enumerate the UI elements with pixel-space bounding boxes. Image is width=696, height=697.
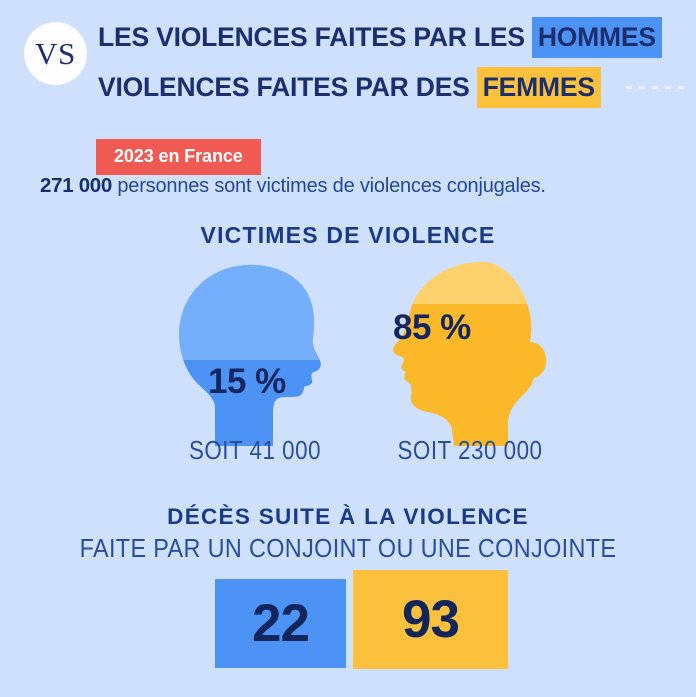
- intro-statistic-number: 271 000: [40, 174, 113, 197]
- male-victim-block: 15 % SOIT 41 000: [150, 258, 360, 463]
- male-percent-label: 15 %: [208, 362, 286, 401]
- headline-women-highlight: FEMMES: [476, 66, 601, 109]
- victims-charts: 15 % SOIT 41 000 85 %: [0, 258, 696, 478]
- deaths-section-subtitle: FAITE PAR UN CONJOINT OU UNE CONJOINTE: [79, 533, 617, 563]
- headline-women-prefix: VIOLENCES FAITES PAR DES: [98, 72, 470, 103]
- vs-badge-label: VS: [35, 36, 76, 71]
- headline-row-women: VIOLENCES FAITES PAR DES FEMMES: [98, 66, 678, 109]
- headline: LES VIOLENCES FAITES PAR LES HOMMES VIOL…: [98, 16, 678, 118]
- female-head-icon: [393, 261, 547, 446]
- vs-badge: VS: [24, 22, 87, 85]
- female-victim-block: 85 % SOIT 230 000: [365, 258, 575, 463]
- headline-men-highlight: HOMMES: [531, 16, 662, 59]
- male-head-icon: [179, 264, 321, 446]
- deaths-women-value-box: 93: [353, 570, 508, 669]
- victims-section-title: VICTIMES DE VIOLENCE: [200, 222, 496, 248]
- headline-row-men: LES VIOLENCES FAITES PAR LES HOMMES: [98, 16, 678, 59]
- intro-statistic-text: personnes sont victimes de violences con…: [112, 175, 546, 197]
- male-head-chart: 15 %: [150, 258, 360, 448]
- dashed-divider-icon: [626, 86, 688, 89]
- headline-men-prefix: LES VIOLENCES FAITES PAR LES: [98, 22, 525, 53]
- deaths-men-value-box: 22: [215, 579, 346, 668]
- year-badge: 2023 en France: [96, 139, 261, 175]
- female-count-label: SOIT 230 000: [397, 435, 543, 465]
- deaths-section-title: DÉCÈS SUITE À LA VIOLENCE: [167, 504, 529, 529]
- intro-statistic: 271 000 personnes sont victimes de viole…: [40, 174, 546, 197]
- male-count-label: SOIT 41 000: [188, 435, 322, 465]
- female-head-chart: 85 %: [365, 258, 575, 448]
- female-percent-label: 85 %: [393, 308, 471, 347]
